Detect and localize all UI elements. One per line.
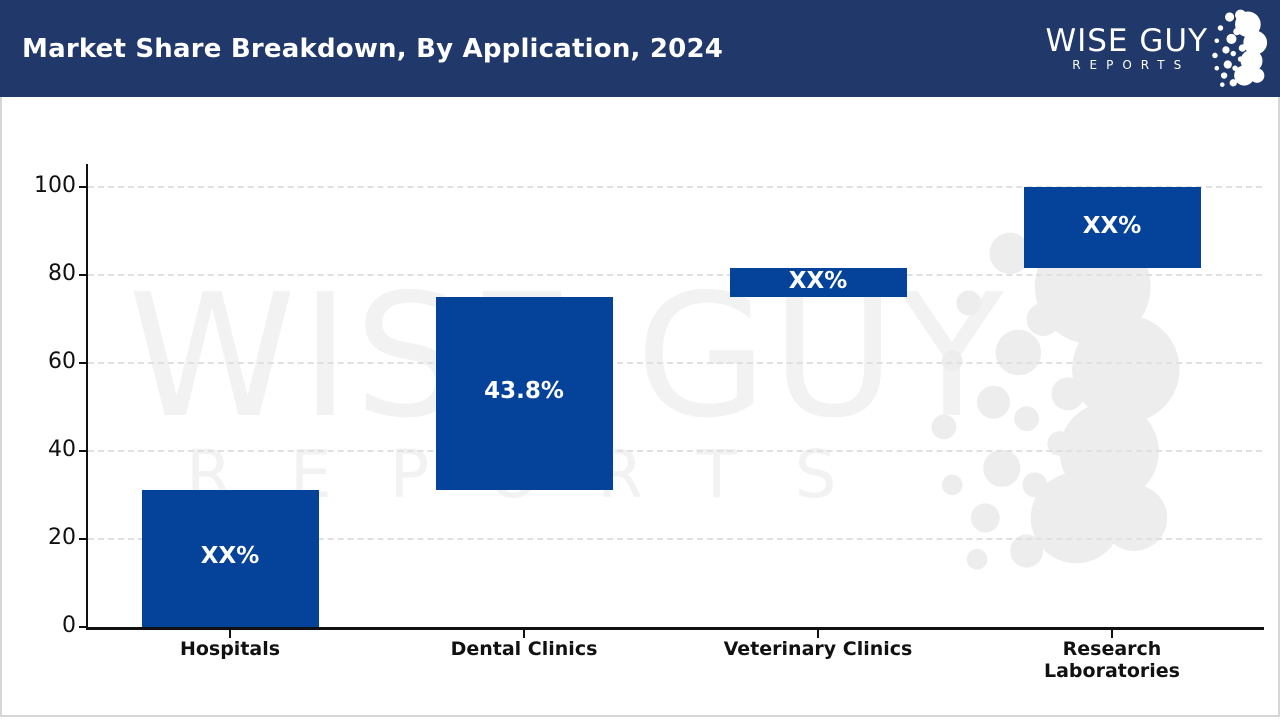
x-axis-tick: [1111, 630, 1113, 638]
y-tick-label: 40: [48, 437, 76, 462]
category-label: Hospitals: [179, 638, 281, 660]
bar-value-label: 43.8%: [484, 378, 564, 405]
y-tick-label: 20: [48, 525, 76, 550]
y-tick-label: 80: [48, 261, 76, 286]
y-axis-tick: [79, 186, 87, 188]
y-tick-label: 100: [34, 173, 76, 198]
wise-guy-reports-logo: WISE GUY REPORTS: [1045, 6, 1268, 92]
bar-dental-clinics: [435, 297, 613, 490]
bar-value-label: XX%: [200, 543, 260, 570]
x-axis-tick: [523, 630, 525, 638]
header-bar: Market Share Breakdown, By Application, …: [0, 0, 1280, 97]
y-gridline: [88, 450, 1262, 452]
y-gridline: [88, 186, 1262, 188]
y-axis-tick: [79, 450, 87, 452]
y-tick-label: 0: [62, 613, 76, 638]
y-gridline: [88, 274, 1262, 276]
y-axis-tick: [79, 362, 87, 364]
x-axis-line: [86, 627, 1264, 630]
logo-wordmark-sub: REPORTS: [1072, 58, 1191, 73]
chart-title: Market Share Breakdown, By Application, …: [22, 33, 724, 64]
x-axis-tick: [229, 630, 231, 638]
bar-hospitals: [141, 489, 319, 627]
y-axis-tick: [79, 626, 87, 628]
bar-veterinary-clinics: [729, 268, 907, 297]
y-axis-tick: [79, 274, 87, 276]
category-label: Research Laboratories: [1044, 638, 1180, 683]
bar-value-label: XX%: [788, 267, 848, 294]
x-axis-tick: [817, 630, 819, 638]
logo-face-icon: [1204, 6, 1268, 92]
logo-wordmark: WISE GUY REPORTS: [1045, 25, 1208, 73]
y-axis-tick: [79, 538, 87, 540]
y-gridline: [88, 538, 1262, 540]
category-label: Dental Clinics: [450, 638, 598, 660]
category-label: Veterinary Clinics: [723, 638, 913, 660]
bar-value-label: XX%: [1082, 212, 1142, 239]
logo-wordmark-main: WISE GUY: [1045, 22, 1208, 59]
y-axis-line: [86, 164, 88, 630]
y-gridline: [88, 362, 1262, 364]
y-tick-label: 60: [48, 349, 76, 374]
